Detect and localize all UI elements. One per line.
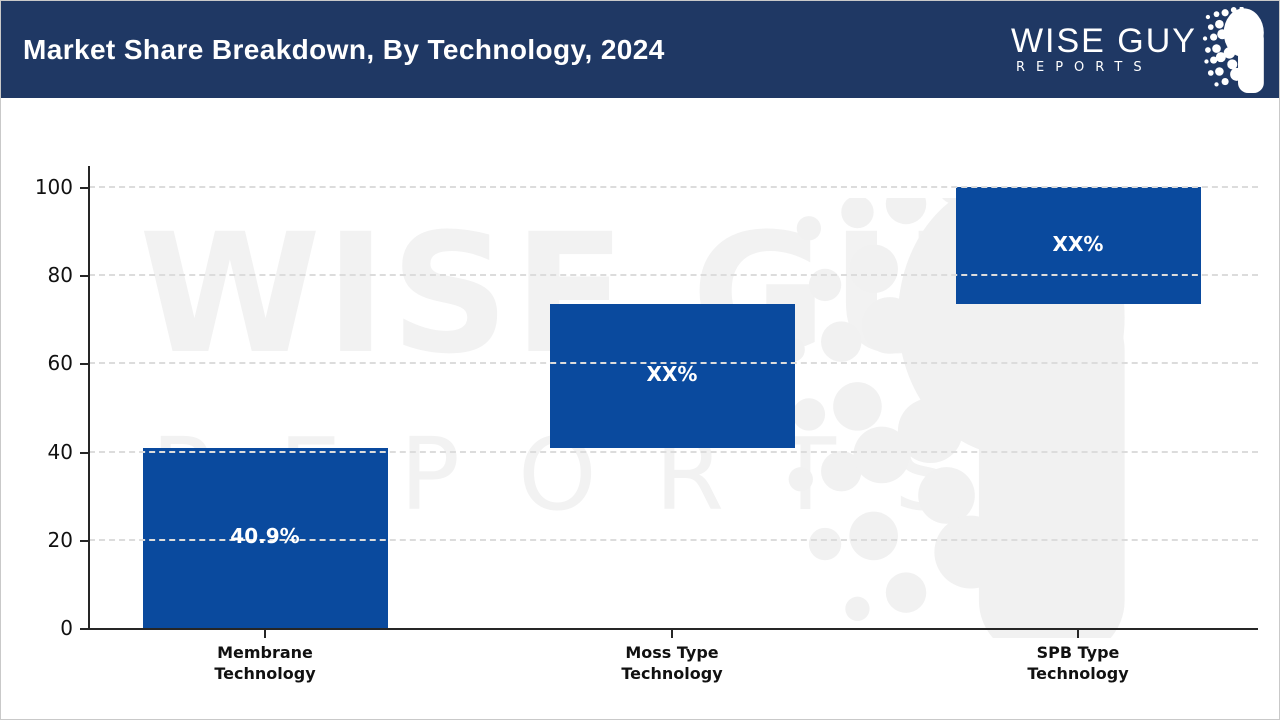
y-tick-label: 100 [34,175,73,199]
x-axis-line [87,628,1258,630]
y-tick-label: 60 [47,351,73,376]
brand-logo: WISE GUY REPORTS [1011,6,1267,93]
gridline [89,186,1258,188]
category-label: SPB Type Technology [1027,643,1129,683]
bar-value-label: XX% [646,361,698,386]
category-label: Moss Type Technology [621,643,723,683]
dotted-head-profile-icon [1202,6,1264,93]
logo-subtext: REPORTS [1015,59,1153,75]
y-tick-mark [80,539,88,542]
y-tick-label: 80 [47,263,73,288]
brand-logo-text: WISE GUY REPORTS [1011,23,1197,77]
page-title: Market Share Breakdown, By Technology, 2… [23,33,665,65]
gridline [89,362,1258,365]
y-tick-label: 20 [47,527,73,552]
y-tick-label: 0 [60,616,73,640]
x-tick-mark [264,630,266,638]
category-label: Membrane Technology [214,643,316,683]
y-tick-mark [80,451,88,454]
x-tick-mark [671,630,673,638]
y-tick-mark [80,628,88,630]
x-tick-mark [1077,630,1079,638]
y-axis-line [88,166,90,630]
bar-segment [549,304,795,448]
y-tick-label: 40 [47,439,73,464]
gridline [89,274,1258,277]
bar-segment [955,187,1201,305]
chart-area: WISE GUY REPORTS 40.9% XX% XX% 0 20 40 60 80 100… [1,98,1279,719]
logo-wordmark: WISE GUY [1010,21,1197,60]
bar-value-label: XX% [1052,231,1104,256]
gridline [89,538,1258,541]
header-bar: Market Share Breakdown, By Technology, 2… [1,1,1279,98]
y-tick-mark [80,275,88,278]
y-tick-mark [80,187,88,189]
gridline [89,450,1258,453]
bar-segment [142,447,388,628]
bar-value-label: 40.9% [230,523,300,548]
y-tick-mark [80,363,88,366]
